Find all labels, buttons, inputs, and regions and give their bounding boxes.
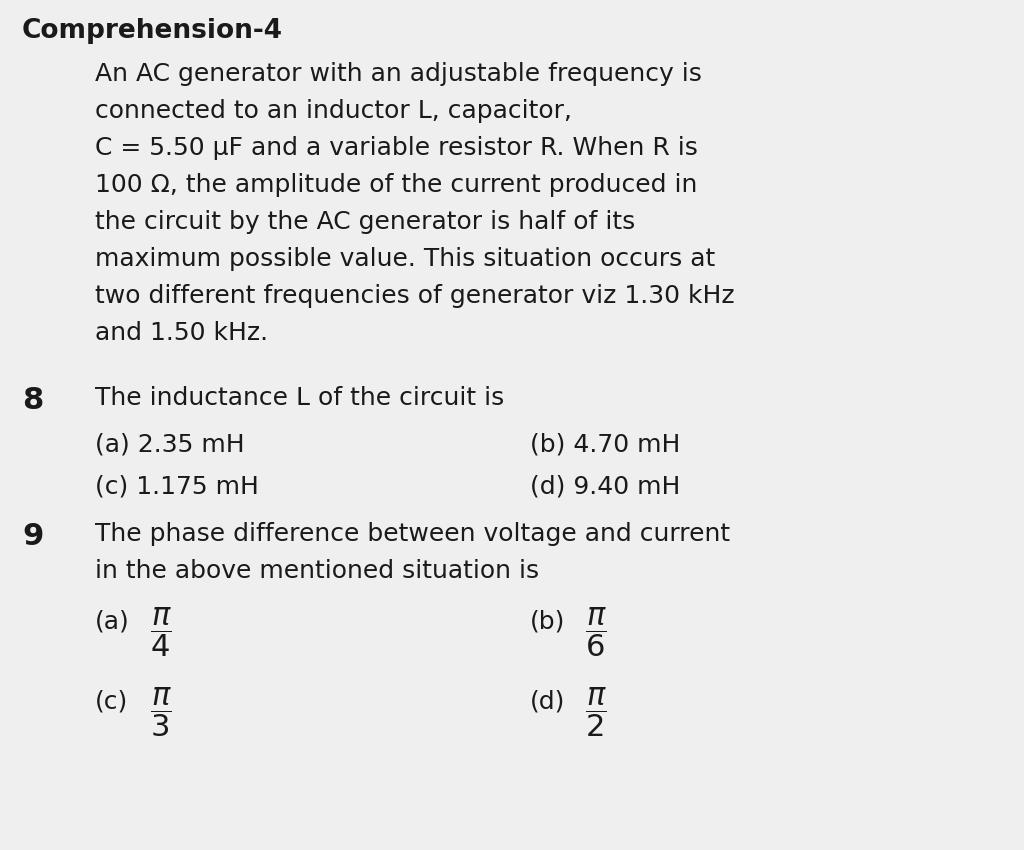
- Text: The inductance L of the circuit is: The inductance L of the circuit is: [95, 386, 504, 410]
- Text: $\dfrac{\pi}{6}$: $\dfrac{\pi}{6}$: [585, 605, 607, 659]
- Text: in the above mentioned situation is: in the above mentioned situation is: [95, 559, 539, 583]
- Text: (b) 4.70 mH: (b) 4.70 mH: [530, 432, 680, 456]
- Text: The phase difference between voltage and current: The phase difference between voltage and…: [95, 522, 730, 546]
- Text: $\dfrac{\pi}{3}$: $\dfrac{\pi}{3}$: [150, 685, 172, 739]
- Text: Comprehension-4: Comprehension-4: [22, 18, 283, 44]
- Text: maximum possible value. This situation occurs at: maximum possible value. This situation o…: [95, 247, 715, 271]
- Text: C = 5.50 μF and a variable resistor R. When R is: C = 5.50 μF and a variable resistor R. W…: [95, 136, 698, 160]
- Text: 100 Ω, the amplitude of the current produced in: 100 Ω, the amplitude of the current prod…: [95, 173, 697, 197]
- Text: (c) 1.175 mH: (c) 1.175 mH: [95, 474, 259, 498]
- Text: connected to an inductor L, capacitor,: connected to an inductor L, capacitor,: [95, 99, 572, 123]
- Text: 8: 8: [22, 386, 43, 415]
- Text: and 1.50 kHz.: and 1.50 kHz.: [95, 321, 268, 345]
- Text: the circuit by the AC generator is half of its: the circuit by the AC generator is half …: [95, 210, 635, 234]
- Text: two different frequencies of generator viz 1.30 kHz: two different frequencies of generator v…: [95, 284, 734, 308]
- Text: $\dfrac{\pi}{4}$: $\dfrac{\pi}{4}$: [150, 605, 172, 659]
- Text: An AC generator with an adjustable frequency is: An AC generator with an adjustable frequ…: [95, 62, 701, 86]
- Text: (d) 9.40 mH: (d) 9.40 mH: [530, 474, 680, 498]
- Text: (c): (c): [95, 689, 128, 713]
- Text: 9: 9: [22, 522, 43, 551]
- Text: (b): (b): [530, 609, 565, 633]
- Text: (d): (d): [530, 689, 565, 713]
- Text: (a): (a): [95, 609, 130, 633]
- Text: $\dfrac{\pi}{2}$: $\dfrac{\pi}{2}$: [585, 685, 607, 739]
- Text: (a) 2.35 mH: (a) 2.35 mH: [95, 432, 245, 456]
